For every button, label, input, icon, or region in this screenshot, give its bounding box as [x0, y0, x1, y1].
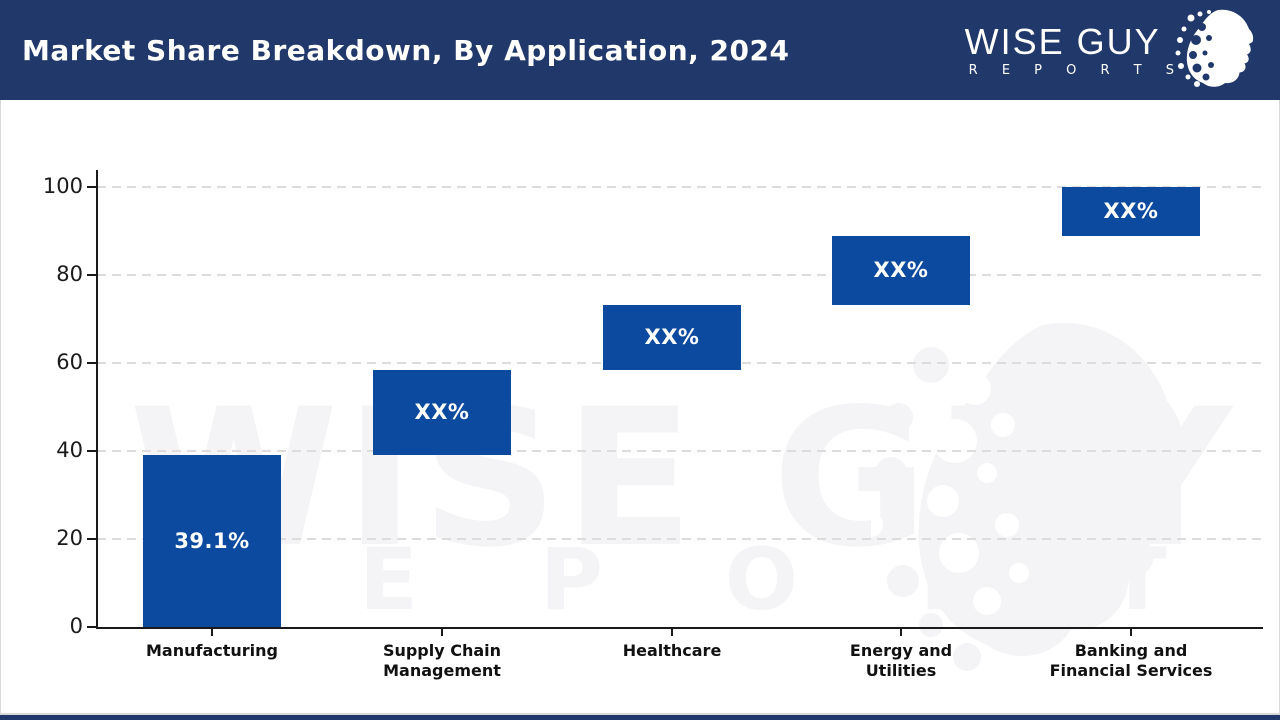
brand-logo-text: WISE GUY R E P O R T S	[964, 20, 1184, 78]
category-label: Healthcare	[622, 641, 722, 660]
bar-manufacturing: 39.1%	[143, 454, 281, 627]
gridline-20	[97, 538, 1263, 540]
y-tick-label: 80	[56, 262, 83, 286]
y-tick-label: 60	[56, 350, 83, 374]
gridline-40	[97, 450, 1263, 452]
gridline-80	[97, 274, 1263, 276]
y-tick-mark-60	[87, 362, 96, 364]
gridline-100	[97, 186, 1263, 188]
header: Market Share Breakdown, By Application, …	[0, 0, 1280, 100]
category-label: Banking and Financial Services	[1049, 641, 1213, 680]
y-tick-label: 40	[56, 438, 83, 462]
y-tick-label: 20	[56, 526, 83, 550]
bar-value-label: XX%	[1103, 199, 1159, 224]
bar-value-label: XX%	[873, 258, 929, 283]
x-tick-mark-1	[441, 629, 443, 636]
wise-guy-face-icon	[1174, 7, 1254, 93]
chart-canvas: WISE GUY R E P O R T S 0 20 40 60 80 100 39.1%…	[0, 100, 1280, 715]
y-tick-mark-20	[87, 538, 96, 540]
page-title: Market Share Breakdown, By Application, …	[22, 33, 790, 67]
y-tick-label: 100	[42, 174, 83, 198]
x-tick-mark-2	[671, 629, 673, 636]
y-tick-mark-40	[87, 450, 96, 452]
bar-banking-and-financial-services: XX%	[1062, 187, 1200, 236]
bar-supply-chain-management: XX%	[373, 369, 511, 455]
x-tick-mark-3	[900, 629, 902, 636]
x-tick-mark-4	[1130, 629, 1132, 636]
category-label: Manufacturing	[146, 641, 278, 660]
y-tick-label: 0	[69, 614, 83, 638]
category-label: Energy and Utilities	[849, 641, 953, 680]
x-axis	[96, 627, 1263, 629]
bar-energy-and-utilities: XX%	[832, 235, 970, 305]
y-tick-mark-100	[87, 186, 96, 188]
footer-bar	[0, 715, 1280, 720]
y-tick-mark-0	[87, 626, 96, 628]
brand-subtitle: R E P O R T S	[968, 62, 1184, 78]
brand-logo: WISE GUY R E P O R T S	[965, 7, 1254, 93]
y-tick-mark-80	[87, 274, 96, 276]
bar-healthcare: XX%	[603, 304, 741, 370]
bar-value-label: 39.1%	[174, 528, 250, 553]
watermark-face-icon	[859, 305, 1191, 689]
y-axis	[96, 170, 98, 629]
bar-value-label: XX%	[644, 325, 700, 350]
bar-value-label: XX%	[414, 400, 470, 425]
x-tick-mark-0	[211, 629, 213, 636]
category-label: Supply Chain Management	[382, 641, 502, 680]
brand-name: WISE GUY	[964, 20, 1161, 62]
